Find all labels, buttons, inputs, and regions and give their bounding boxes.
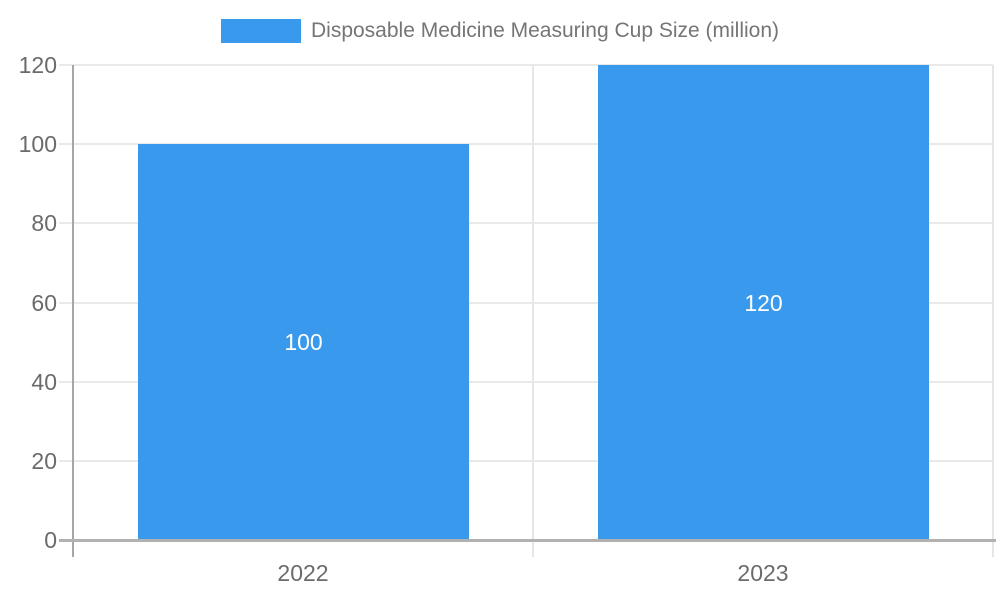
bar-2022[interactable] xyxy=(138,144,469,540)
y-axis-tick-label: 80 xyxy=(31,210,57,237)
y-axis-tick-label: 60 xyxy=(31,289,57,316)
y-axis-tick-label: 0 xyxy=(44,527,57,553)
y-gridline xyxy=(59,143,993,146)
x-tick-mark xyxy=(992,540,994,557)
x-boundary-gridline xyxy=(532,65,534,540)
y-axis-tick-label: 100 xyxy=(18,131,57,158)
y-axis-line xyxy=(72,65,74,557)
x-axis-line xyxy=(59,539,996,542)
bar-value-label: 100 xyxy=(284,329,323,355)
y-axis-tick-label: 120 xyxy=(18,52,57,78)
y-gridline xyxy=(59,222,993,225)
y-gridline xyxy=(59,301,993,304)
bar-value-label: 120 xyxy=(744,290,783,316)
legend[interactable]: Disposable Medicine Measuring Cup Size (… xyxy=(0,18,1000,44)
y-gridline xyxy=(59,459,993,462)
legend-label: Disposable Medicine Measuring Cup Size (… xyxy=(310,19,780,42)
legend-swatch-icon xyxy=(220,19,301,43)
x-axis-tick-label: 2023 xyxy=(737,560,789,586)
x-boundary-gridline xyxy=(992,65,994,540)
y-axis-tick-label: 40 xyxy=(31,368,57,395)
x-axis-tick-label: 2022 xyxy=(277,560,329,586)
bar-2023[interactable] xyxy=(598,65,929,540)
y-gridline xyxy=(59,380,993,383)
y-axis-tick-label: 20 xyxy=(31,447,57,474)
x-tick-mark xyxy=(532,540,534,557)
y-gridline xyxy=(59,64,993,66)
